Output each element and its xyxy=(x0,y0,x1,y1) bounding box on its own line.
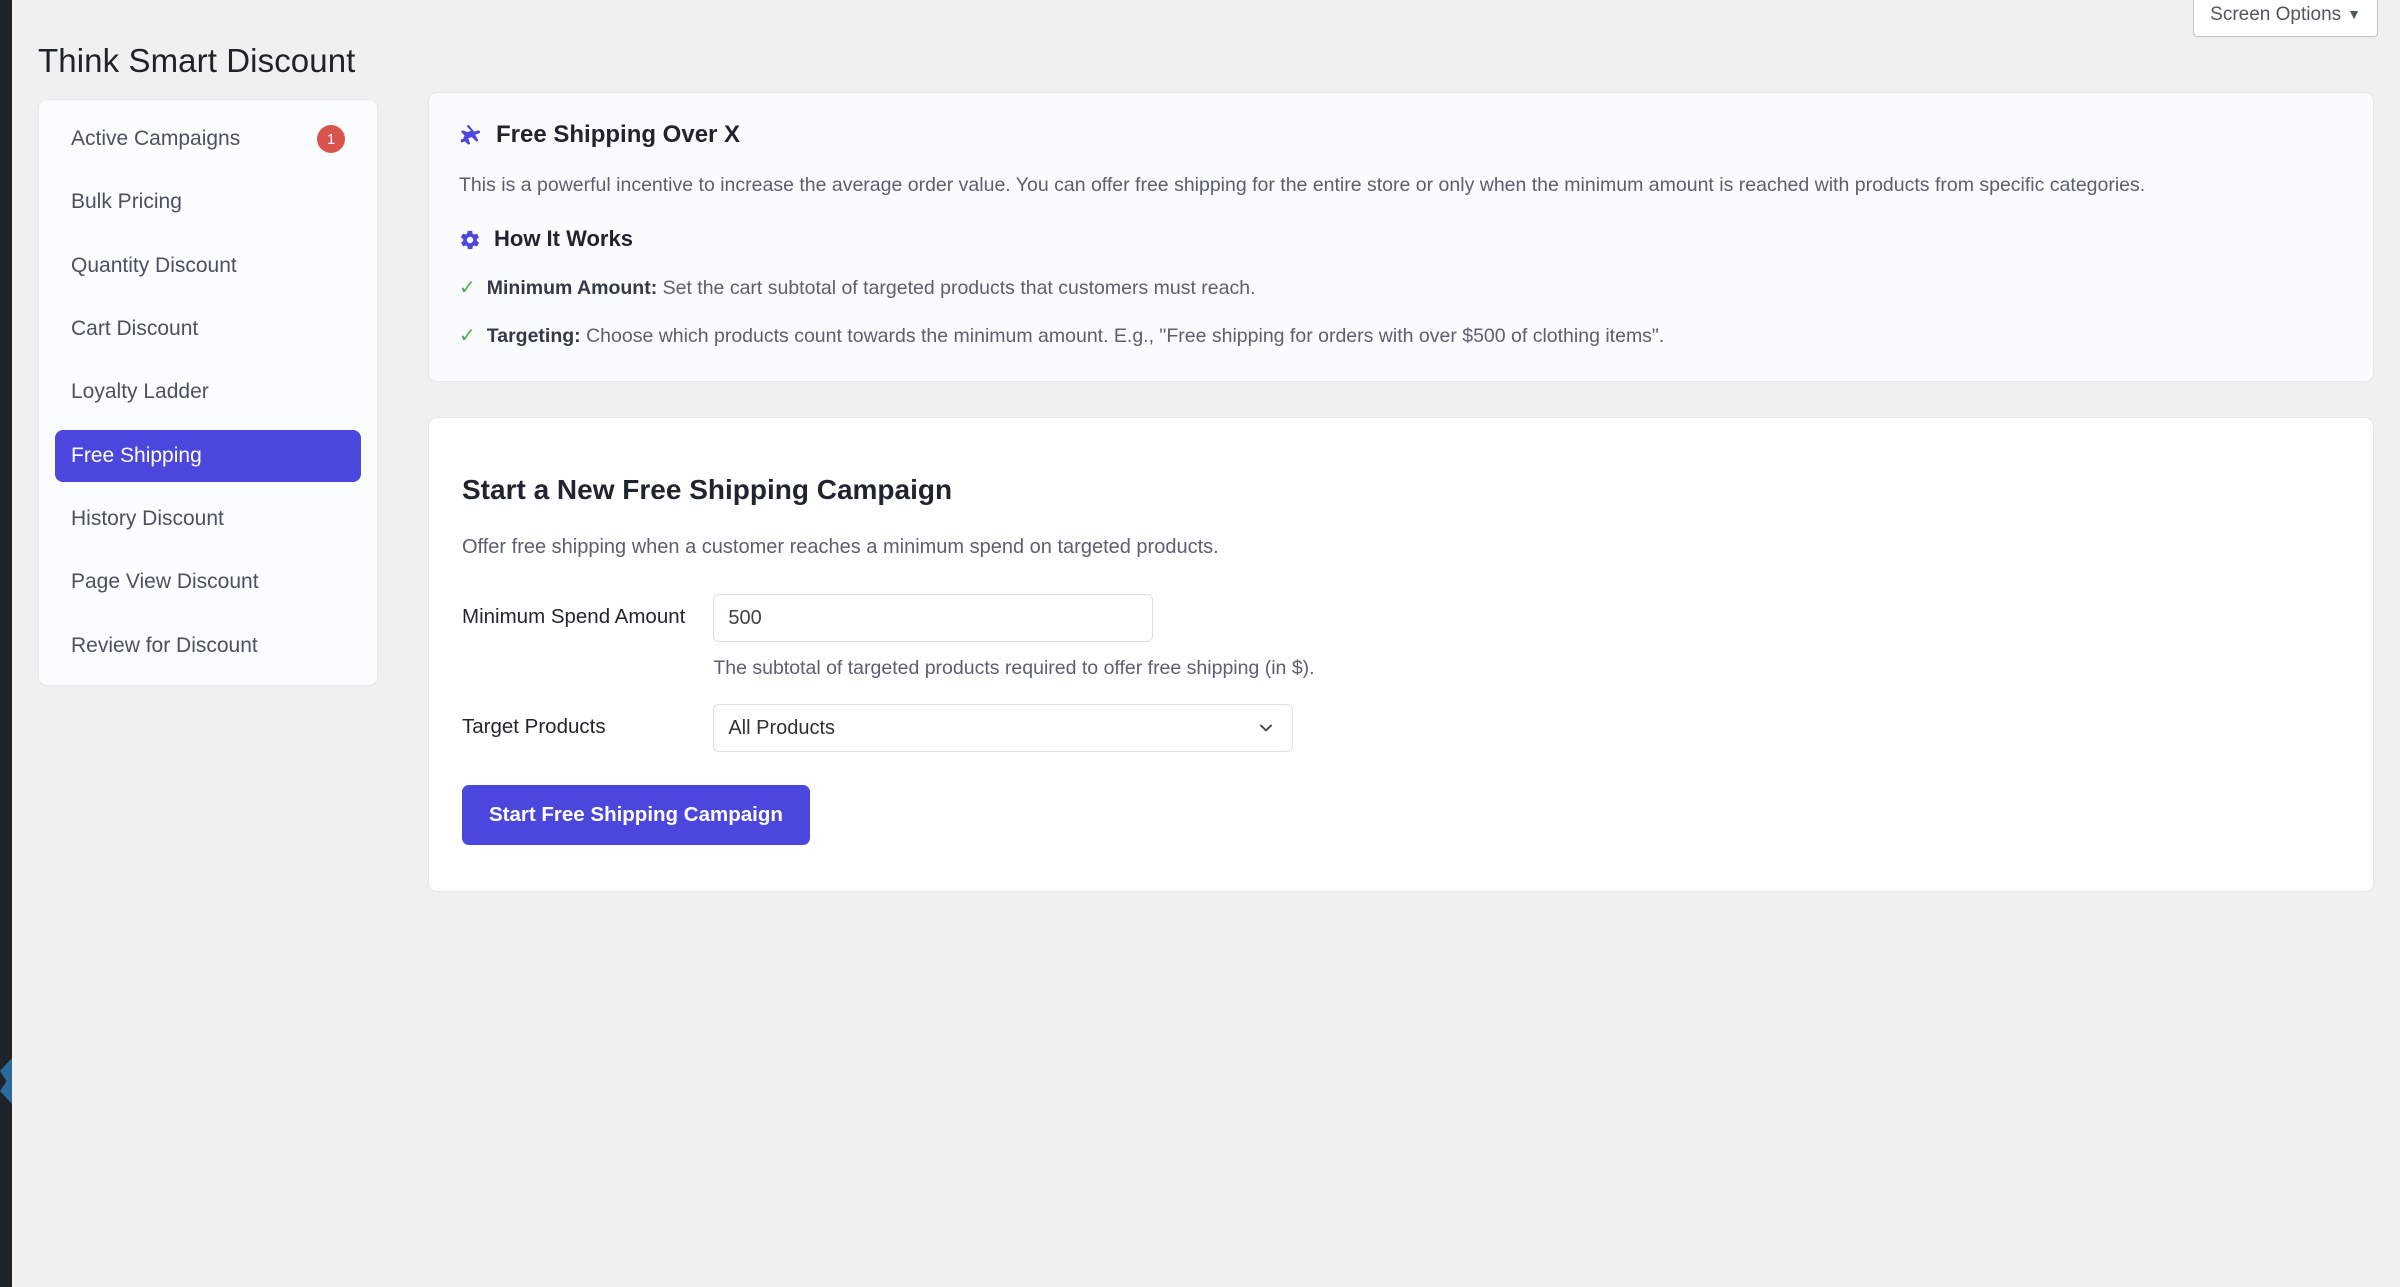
info-card-title: Free Shipping Over X xyxy=(496,121,741,148)
sidebar-item-label: Quantity Discount xyxy=(71,253,237,277)
start-free-shipping-campaign-button[interactable]: Start Free Shipping Campaign xyxy=(462,784,810,846)
sidebar-item-label: History Discount xyxy=(71,507,224,531)
sidebar-item-label: Cart Discount xyxy=(71,317,199,341)
check-icon: ✓ xyxy=(459,277,476,300)
sidebar-item-free-shipping[interactable]: Free Shipping xyxy=(55,429,361,483)
sidebar-item-label: Review for Discount xyxy=(71,633,258,657)
sidebar-item-label: Loyalty Ladder xyxy=(71,380,209,404)
sidebar-item-review-for-discount[interactable]: Review for Discount xyxy=(55,620,361,672)
target-products-label: Target Products xyxy=(462,714,606,738)
min-spend-input[interactable] xyxy=(713,594,1154,643)
content-column: Free Shipping Over X This is a powerful … xyxy=(428,92,2374,893)
status-badge: 1 xyxy=(317,125,345,154)
how-it-works-list: ✓ Minimum Amount: Set the cart subtotal … xyxy=(459,275,2343,351)
new-campaign-form-card: Start a New Free Shipping Campaign Offer… xyxy=(428,416,2374,893)
list-item-desc: Choose which products count towards the … xyxy=(586,325,1665,348)
chevron-left-icon[interactable] xyxy=(0,1058,12,1104)
form-description: Offer free shipping when a customer reac… xyxy=(462,536,1219,559)
form-row-min-spend: Minimum Spend Amount The subtotal of tar… xyxy=(462,594,1315,703)
sidebar-item-label: Page View Discount xyxy=(71,570,259,594)
form-row-target-products: Target Products All Products xyxy=(462,703,1315,752)
screen-options-wrap: Screen Options ▼ xyxy=(2193,0,2378,37)
target-products-cell: All Products xyxy=(713,703,1314,752)
info-card-heading: Free Shipping Over X xyxy=(459,119,2343,150)
sidebar-item-quantity-discount[interactable]: Quantity Discount xyxy=(55,240,361,292)
list-item-text: Targeting: Choose which products count t… xyxy=(487,323,1665,350)
sidebar-nav: Active Campaigns 1 Bulk Pricing Quantity… xyxy=(38,99,378,687)
list-item: ✓ Minimum Amount: Set the cart subtotal … xyxy=(459,275,2343,302)
sidebar-item-bulk-pricing[interactable]: Bulk Pricing xyxy=(55,176,361,228)
sidebar-item-label: Free Shipping xyxy=(71,443,202,467)
how-it-works-title: How It Works xyxy=(494,226,633,252)
sidebar-item-history-discount[interactable]: History Discount xyxy=(55,493,361,545)
target-products-select[interactable]: All Products xyxy=(713,703,1294,752)
list-item-desc: Set the cart subtotal of targeted produc… xyxy=(662,277,1256,300)
sidebar-item-loyalty-ladder[interactable]: Loyalty Ladder xyxy=(55,366,361,418)
screen-options-button[interactable]: Screen Options ▼ xyxy=(2193,0,2378,37)
gear-icon xyxy=(459,229,481,251)
sidebar-item-label: Active Campaigns xyxy=(71,127,241,150)
form-title: Start a New Free Shipping Campaign xyxy=(462,473,953,505)
list-item: ✓ Targeting: Choose which products count… xyxy=(459,323,2343,350)
sidebar-item-page-view-discount[interactable]: Page View Discount xyxy=(55,556,361,608)
target-products-select-wrap: All Products xyxy=(713,703,1294,752)
how-it-works-heading: How It Works xyxy=(459,225,2343,254)
min-spend-label: Minimum Spend Amount xyxy=(462,605,686,629)
page-title: Think Smart Discount xyxy=(38,42,356,80)
wp-admin-rail xyxy=(0,0,12,1287)
campaign-form: Minimum Spend Amount The subtotal of tar… xyxy=(462,594,1315,752)
sidebar-item-cart-discount[interactable]: Cart Discount xyxy=(55,303,361,355)
airplane-icon xyxy=(459,123,483,147)
min-spend-help: The subtotal of targeted products requir… xyxy=(713,657,1315,680)
list-item-text: Minimum Amount: Set the cart subtotal of… xyxy=(487,275,1256,302)
screen-options-label: Screen Options xyxy=(2210,4,2342,25)
min-spend-cell: The subtotal of targeted products requir… xyxy=(713,594,1315,703)
info-card-description: This is a powerful incentive to increase… xyxy=(459,174,2146,197)
sidebar-item-active-campaigns[interactable]: Active Campaigns 1 xyxy=(55,113,361,165)
list-item-term: Minimum Amount: xyxy=(486,277,658,300)
sidebar-item-label: Bulk Pricing xyxy=(71,190,182,214)
info-card: Free Shipping Over X This is a powerful … xyxy=(428,92,2374,382)
chevron-down-icon: ▼ xyxy=(2347,6,2361,22)
list-item-term: Targeting: xyxy=(486,325,581,348)
page-root: Screen Options ▼ Think Smart Discount Act… xyxy=(12,0,2400,1287)
check-icon: ✓ xyxy=(459,325,476,348)
